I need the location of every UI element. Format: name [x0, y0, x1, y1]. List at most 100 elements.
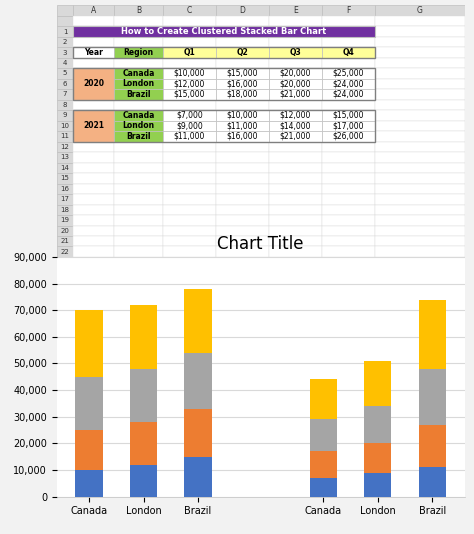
Bar — [216, 236, 269, 247]
Bar — [114, 131, 163, 142]
Bar — [269, 236, 322, 247]
Bar — [216, 48, 269, 58]
Bar — [163, 89, 216, 100]
Bar — [216, 78, 269, 89]
Bar — [130, 465, 157, 497]
Text: $11,000: $11,000 — [227, 121, 258, 130]
Bar — [216, 89, 269, 100]
Bar — [57, 89, 73, 100]
Bar — [73, 48, 114, 58]
Text: 18: 18 — [61, 207, 70, 213]
Bar — [216, 194, 269, 205]
Bar — [269, 89, 322, 100]
Bar — [163, 194, 216, 205]
Bar — [163, 48, 216, 58]
Bar — [269, 247, 322, 257]
Text: 19: 19 — [61, 217, 70, 223]
Bar — [322, 121, 375, 131]
Bar — [322, 78, 375, 89]
Bar — [73, 173, 114, 184]
Bar — [57, 100, 73, 110]
Bar — [73, 48, 114, 58]
Bar — [322, 121, 375, 131]
Bar — [163, 110, 216, 121]
Bar — [322, 247, 375, 257]
Bar — [57, 184, 73, 194]
Bar — [322, 142, 375, 152]
Text: $24,000: $24,000 — [333, 90, 364, 99]
Text: 10: 10 — [61, 123, 70, 129]
Bar — [130, 369, 157, 422]
Text: G: G — [417, 6, 423, 15]
Bar — [322, 37, 375, 48]
Text: $15,000: $15,000 — [227, 69, 258, 78]
Bar — [310, 419, 337, 451]
Bar — [216, 247, 269, 257]
Bar — [216, 100, 269, 110]
Bar — [163, 215, 216, 225]
Text: $12,000: $12,000 — [173, 80, 205, 89]
Text: B: B — [136, 6, 141, 15]
Bar — [322, 68, 375, 78]
Bar — [375, 225, 465, 236]
Bar — [73, 68, 114, 78]
Bar — [73, 142, 114, 152]
Bar — [57, 121, 73, 131]
Bar — [322, 173, 375, 184]
Bar — [114, 48, 163, 58]
Bar — [163, 184, 216, 194]
Bar — [163, 78, 216, 89]
Bar — [114, 131, 163, 142]
Bar — [419, 425, 446, 467]
Bar — [163, 68, 216, 78]
Bar — [322, 16, 375, 26]
Text: 12: 12 — [61, 144, 70, 150]
Bar — [73, 131, 114, 142]
Bar — [73, 16, 114, 26]
Bar — [114, 89, 163, 100]
Bar — [322, 68, 375, 78]
Text: $10,000: $10,000 — [173, 69, 205, 78]
Bar — [73, 194, 114, 205]
Bar — [114, 225, 163, 236]
Bar — [73, 152, 114, 163]
Bar — [114, 37, 163, 48]
Bar — [322, 89, 375, 100]
Bar — [216, 110, 269, 121]
Text: $16,000: $16,000 — [227, 80, 258, 89]
Bar — [322, 205, 375, 215]
Bar — [216, 121, 269, 131]
Bar — [114, 5, 163, 16]
Bar — [73, 68, 375, 100]
Bar — [269, 184, 322, 194]
Bar — [114, 121, 163, 131]
Bar — [73, 205, 114, 215]
Bar — [269, 121, 322, 131]
Bar — [114, 142, 163, 152]
Bar — [73, 89, 114, 100]
Text: 13: 13 — [61, 154, 70, 160]
Bar — [269, 89, 322, 100]
Bar — [73, 184, 114, 194]
Bar — [57, 163, 73, 173]
Bar — [269, 48, 322, 58]
Bar — [216, 225, 269, 236]
Bar — [73, 247, 114, 257]
Bar — [375, 78, 465, 89]
Text: $21,000: $21,000 — [280, 90, 311, 99]
Text: 2: 2 — [63, 39, 67, 45]
Bar — [216, 68, 269, 78]
Text: A: A — [91, 6, 96, 15]
Bar — [269, 68, 322, 78]
Bar — [163, 247, 216, 257]
Bar — [184, 409, 212, 457]
Bar — [163, 225, 216, 236]
Bar — [130, 305, 157, 369]
Bar — [269, 100, 322, 110]
Bar — [114, 16, 163, 26]
Bar — [375, 205, 465, 215]
Bar — [57, 225, 73, 236]
Bar — [114, 110, 163, 121]
Bar — [184, 289, 212, 353]
Bar — [75, 377, 103, 430]
